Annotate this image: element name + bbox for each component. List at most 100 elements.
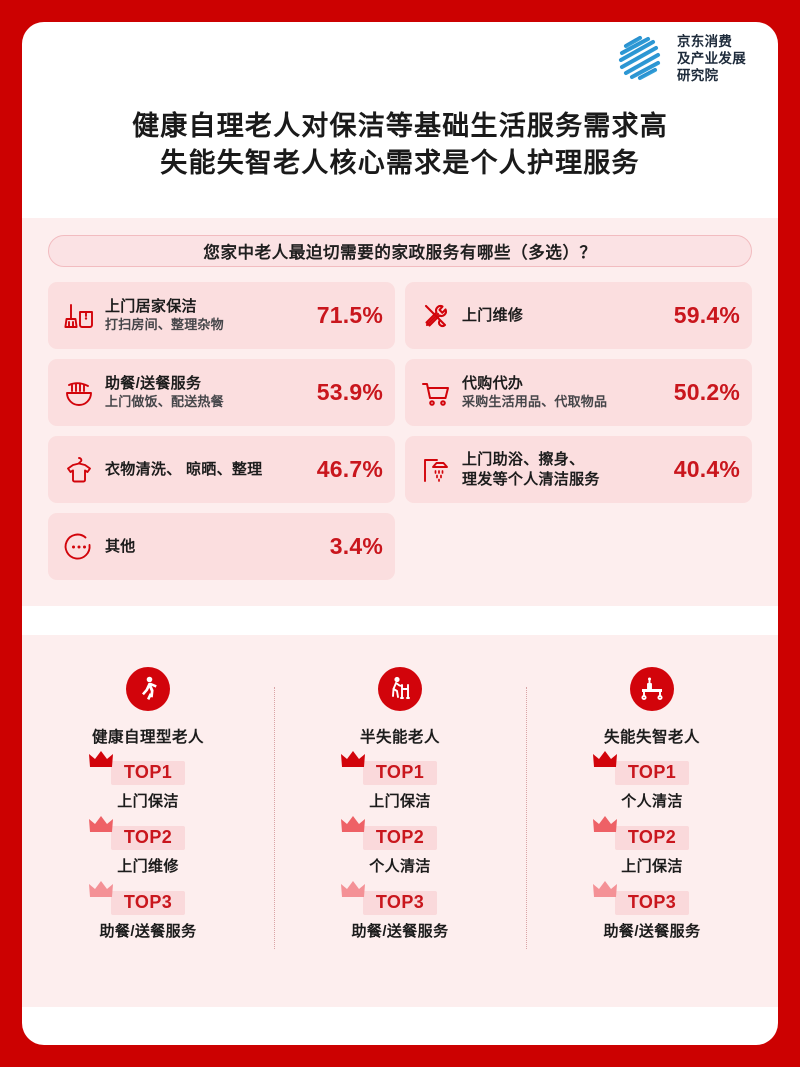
rank-item: TOP3 助餐/送餐服务 xyxy=(592,881,701,941)
service-card[interactable]: 其他 3.4% xyxy=(48,513,395,580)
crown-icon xyxy=(88,815,114,835)
rank-label: 上门保洁 xyxy=(621,858,683,875)
rank-badge: TOP3 xyxy=(110,891,186,915)
rank-badge-label: TOP1 xyxy=(627,762,677,782)
service-name: 代购代办 xyxy=(462,375,524,392)
rank-badge: TOP2 xyxy=(614,826,690,850)
rank-label: 助餐/送餐服务 xyxy=(351,923,449,940)
segment-column-healthy: 健康自理型老人 TOP1 上门保洁 xyxy=(22,667,274,1007)
service-value: 50.2% xyxy=(673,379,740,405)
rank-badge: TOP1 xyxy=(614,761,690,785)
rank-badge-label: TOP3 xyxy=(627,892,677,912)
service-card-grid: 上门居家保洁 打扫房间、整理杂物 71.5% 上门维修 59.4% xyxy=(48,282,752,580)
rank-badge-label: TOP2 xyxy=(123,827,173,847)
person-walker-icon xyxy=(378,667,422,711)
brand-logo-text: 京东消费 及产业发展 研究院 xyxy=(677,33,746,83)
crown-icon xyxy=(340,880,366,900)
crown-icon xyxy=(340,750,366,770)
service-desc: 上门做饭、配送热餐 xyxy=(105,394,224,409)
rank-label: 助餐/送餐服务 xyxy=(603,923,701,940)
rank-label: 助餐/送餐服务 xyxy=(99,923,197,940)
rank-badge-label: TOP2 xyxy=(627,827,677,847)
wrench-screwdriver-icon xyxy=(419,299,453,333)
rank-badge: TOP3 xyxy=(362,891,438,915)
crown-icon xyxy=(592,815,618,835)
rank-label: 个人清洁 xyxy=(621,793,683,810)
rank-badge: TOP2 xyxy=(110,826,186,850)
segment-title: 失能失智老人 xyxy=(603,729,700,746)
service-name: 衣物清洗、 xyxy=(105,460,182,478)
service-card[interactable]: 助餐/送餐服务 上门做饭、配送热餐 53.9% xyxy=(48,359,395,426)
question-banner: 您家中老人最迫切需要的家政服务有哪些（多选）？ xyxy=(48,235,752,267)
segment-column-disabled: 失能失智老人 TOP1 个人清洁 xyxy=(526,667,778,1007)
rank-label: 个人清洁 xyxy=(369,858,431,875)
service-desc: 采购生活用品、代取物品 xyxy=(462,394,608,409)
infographic-card: 京东消费 及产业发展 研究院 健康自理老人对保洁等基础生活服务需求高 失能失智老… xyxy=(22,22,778,1045)
rank-badge-label: TOP2 xyxy=(375,827,425,847)
ellipsis-circle-icon xyxy=(62,530,96,564)
rank-item: TOP1 上门保洁 xyxy=(340,751,438,811)
service-name: 上门居家保洁 xyxy=(105,298,197,315)
crown-icon xyxy=(592,750,618,770)
broom-dustpan-icon xyxy=(62,299,96,333)
survey-section: 您家中老人最迫切需要的家政服务有哪些（多选）？ 上门居家保洁 打扫房间、整理杂物 xyxy=(22,218,778,606)
hospital-bed-iv-icon xyxy=(630,667,674,711)
crown-icon xyxy=(88,750,114,770)
service-name: 助餐/送餐服务 xyxy=(105,375,202,392)
section-divider xyxy=(22,606,778,635)
title-line-2: 失能失智老人核心需求是个人护理服务 xyxy=(160,148,640,178)
rank-item: TOP1 上门保洁 xyxy=(88,751,186,811)
rank-label: 上门保洁 xyxy=(117,793,179,810)
rank-badge: TOP1 xyxy=(362,761,438,785)
shirt-hanger-icon xyxy=(62,453,96,487)
page-title: 健康自理老人对保洁等基础生活服务需求高 失能失智老人核心需求是个人护理服务 xyxy=(22,108,778,182)
rank-item: TOP3 助餐/送餐服务 xyxy=(340,881,449,941)
rank-badge-label: TOP1 xyxy=(123,762,173,782)
rank-item: TOP2 个人清洁 xyxy=(340,816,438,876)
rank-item: TOP3 助餐/送餐服务 xyxy=(88,881,197,941)
service-card[interactable]: 上门助浴、擦身、 理发等个人清洁服务 40.4% xyxy=(405,436,752,503)
rank-label: 上门保洁 xyxy=(369,793,431,810)
question-text: 您家中老人最迫切需要的家政服务有哪些（多选）？ xyxy=(203,244,597,262)
service-name: 其他 xyxy=(105,537,136,555)
service-value: 46.7% xyxy=(316,456,383,482)
service-value: 53.9% xyxy=(316,379,383,405)
rank-label: 上门维修 xyxy=(117,858,179,875)
rank-badge-label: TOP1 xyxy=(375,762,425,782)
service-value: 40.4% xyxy=(673,456,740,482)
service-card[interactable]: 衣物清洗、 晾晒、整理 46.7% xyxy=(48,436,395,503)
segment-title: 健康自理型老人 xyxy=(91,729,204,746)
service-card[interactable]: 上门居家保洁 打扫房间、整理杂物 71.5% xyxy=(48,282,395,349)
rank-badge: TOP1 xyxy=(110,761,186,785)
rank-item: TOP2 上门维修 xyxy=(88,816,186,876)
walking-person-icon xyxy=(126,667,170,711)
service-name-2: 理发等个人清洁服务 xyxy=(462,470,600,488)
title-line-1: 健康自理老人对保洁等基础生活服务需求高 xyxy=(132,111,668,141)
column-divider xyxy=(274,687,275,949)
crown-icon xyxy=(592,880,618,900)
brand-logo: 京东消费 及产业发展 研究院 xyxy=(614,32,746,84)
rank-badge-label: TOP3 xyxy=(375,892,425,912)
service-value: 71.5% xyxy=(316,302,383,328)
rank-item: TOP1 个人清洁 xyxy=(592,751,690,811)
service-name-2: 晾晒、整理 xyxy=(185,460,263,478)
rank-badge-label: TOP3 xyxy=(123,892,173,912)
segment-section: 健康自理型老人 TOP1 上门保洁 xyxy=(22,635,778,1007)
service-name: 上门助浴、擦身、 xyxy=(462,450,585,468)
shower-head-icon xyxy=(419,453,453,487)
service-card[interactable]: 代购代办 采购生活用品、代取物品 50.2% xyxy=(405,359,752,426)
crown-icon xyxy=(88,880,114,900)
service-value: 3.4% xyxy=(329,533,383,559)
rank-item: TOP2 上门保洁 xyxy=(592,816,690,876)
header: 京东消费 及产业发展 研究院 健康自理老人对保洁等基础生活服务需求高 失能失智老… xyxy=(22,22,778,218)
service-card[interactable]: 上门维修 59.4% xyxy=(405,282,752,349)
service-value: 59.4% xyxy=(673,302,740,328)
column-divider xyxy=(526,687,527,949)
service-name: 上门维修 xyxy=(462,306,524,324)
crown-icon xyxy=(340,815,366,835)
noodle-bowl-icon xyxy=(62,376,96,410)
jd-stripes-logo-icon xyxy=(614,32,666,84)
segment-column-semi-disabled: 半失能老人 TOP1 上门保洁 xyxy=(274,667,526,1007)
service-desc: 打扫房间、整理杂物 xyxy=(105,317,224,332)
rank-badge: TOP3 xyxy=(614,891,690,915)
